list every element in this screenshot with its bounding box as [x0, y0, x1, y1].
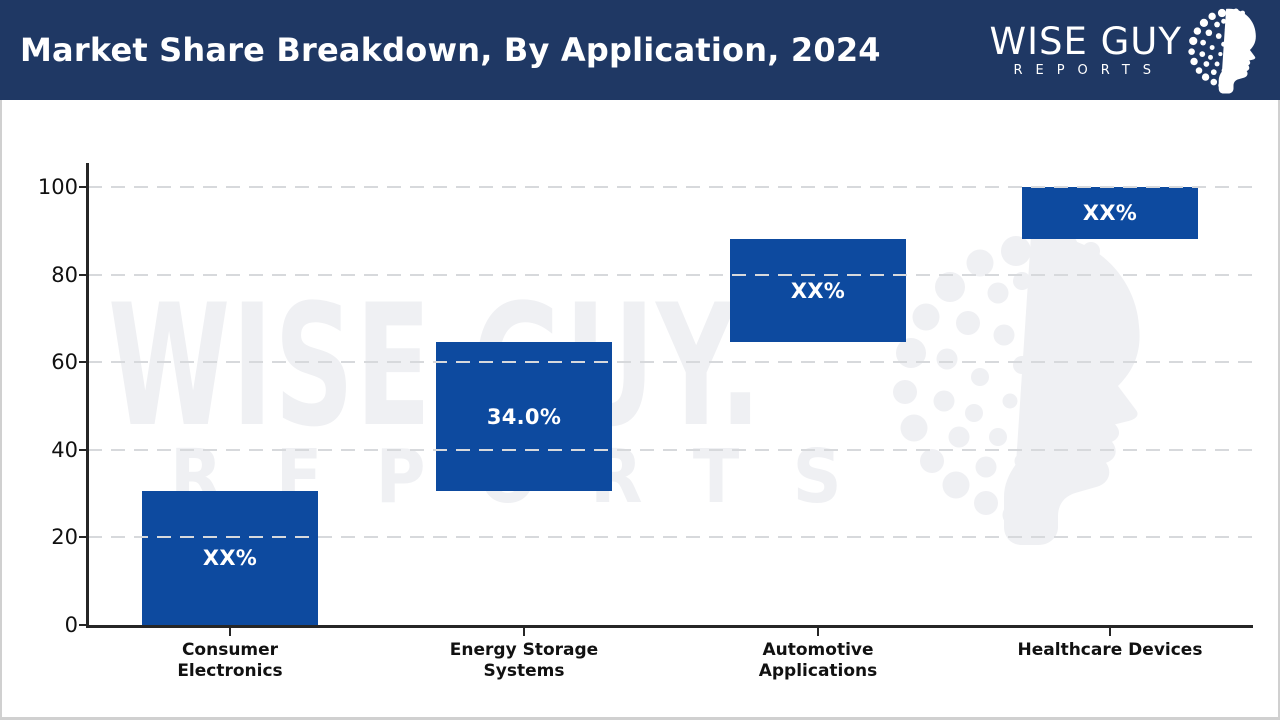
- x-axis-line: [86, 625, 1253, 628]
- x-tick-label-line: Consumer: [181, 640, 279, 660]
- brand-head-icon: [1188, 8, 1256, 94]
- x-tick-label-consumer-electronics: Consumer Electronics: [85, 640, 375, 682]
- x-tick-label-line: Systems: [483, 661, 565, 681]
- x-tick-label-line: Automotive: [762, 640, 874, 660]
- y-tick-label-0: 0: [64, 613, 78, 637]
- y-tick-label-20: 20: [51, 525, 78, 550]
- x-tick-1: [523, 628, 525, 636]
- x-tick-label-automotive-applications: Automotive Applications: [673, 640, 963, 682]
- bar-healthcare-devices: XX%: [1022, 187, 1198, 239]
- bar-value-label: XX%: [202, 546, 258, 571]
- bar-energy-storage-systems: 34.0%: [436, 342, 612, 492]
- x-tick-label-line: Healthcare Devices: [1017, 640, 1203, 660]
- gridline-60: [88, 361, 1253, 364]
- y-tick-60: [79, 361, 88, 364]
- x-tick-0: [229, 628, 231, 636]
- frame-border-right: [1278, 100, 1280, 720]
- x-tick-label-line: Electronics: [177, 661, 283, 681]
- y-tick-0: [79, 624, 88, 626]
- bar-value-label: XX%: [1082, 200, 1138, 225]
- y-axis-line: [86, 163, 89, 628]
- frame-border-bottom: [0, 717, 1280, 720]
- y-tick-label-40: 40: [51, 437, 78, 462]
- x-tick-3: [1109, 628, 1111, 636]
- x-tick-label-line: Applications: [758, 661, 878, 681]
- gridline-100: [88, 186, 1253, 188]
- bar-consumer-electronics: XX%: [142, 491, 318, 625]
- gridline-80: [88, 273, 1253, 276]
- bar-automotive-applications: XX%: [730, 238, 906, 343]
- y-tick-80: [79, 273, 88, 276]
- page-title: Market Share Breakdown, By Application, …: [20, 31, 881, 69]
- brand-wordmark: WISE GUY REPORTS: [990, 23, 1182, 77]
- y-tick-label-60: 60: [51, 350, 78, 375]
- x-tick-label-line: Energy Storage: [449, 640, 599, 660]
- y-tick-100: [79, 186, 88, 188]
- x-tick-2: [817, 628, 819, 636]
- brand-name: WISE GUY: [989, 20, 1182, 63]
- x-tick-label-healthcare-devices: Healthcare Devices: [965, 640, 1255, 661]
- y-tick-label-100: 100: [37, 175, 78, 199]
- watermark-wordmark: WISE GUY.: [108, 268, 763, 464]
- app-header: Market Share Breakdown, By Application, …: [0, 0, 1280, 100]
- y-tick-20: [79, 536, 88, 539]
- brand-logo: WISE GUY REPORTS: [990, 4, 1266, 96]
- brand-subtitle: REPORTS: [1013, 63, 1165, 78]
- gridline-20: [88, 536, 1253, 539]
- frame-border-left: [0, 100, 2, 720]
- watermark-head-icon: [893, 234, 1140, 545]
- bar-value-label: 34.0%: [486, 404, 562, 429]
- bar-value-label: XX%: [790, 278, 846, 303]
- x-tick-label-energy-storage-systems: Energy Storage Systems: [379, 640, 669, 682]
- y-tick-label-80: 80: [51, 262, 78, 287]
- gridline-40: [88, 448, 1253, 451]
- y-tick-40: [79, 448, 88, 451]
